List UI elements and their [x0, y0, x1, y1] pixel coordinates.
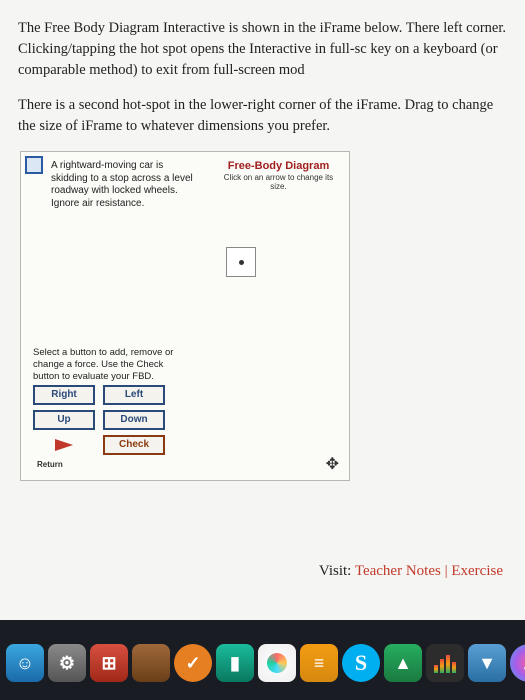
exercise-link[interactable]: Exercise — [451, 563, 503, 579]
fbd-subtitle-text: Click on an arrow to change its size. — [216, 173, 341, 191]
teacher-notes-link[interactable]: Teacher Notes — [355, 563, 441, 579]
app-icon-green[interactable]: ▲ — [384, 644, 422, 682]
visit-label: Visit: — [319, 563, 351, 579]
app-icon-orange[interactable]: ≡ — [300, 644, 338, 682]
return-link[interactable]: Return — [37, 460, 165, 469]
visit-links: Visit: Teacher Notes | Exercise — [319, 563, 503, 580]
itunes-icon[interactable]: ♫ — [510, 644, 525, 682]
keynote-icon[interactable]: ▼ — [468, 644, 506, 682]
interactive-iframe: A rightward-moving car is skidding to a … — [20, 151, 350, 481]
settings-icon[interactable]: ⚙ — [48, 644, 86, 682]
fbd-title-text: Free-Body Diagram — [216, 160, 341, 172]
force-button-grid: Right Left Up Down Check Return — [33, 385, 165, 469]
instruction-text: Select a button to add, remove or change… — [33, 347, 188, 383]
app-icon-red[interactable]: ⊞ — [90, 644, 128, 682]
facetime-icon[interactable]: ▮ — [216, 644, 254, 682]
photos-icon[interactable] — [258, 644, 296, 682]
check-button[interactable]: Check — [103, 435, 165, 455]
problem-statement: A rightward-moving car is skidding to a … — [51, 160, 201, 210]
page-content: The Free Body Diagram Interactive is sho… — [0, 0, 525, 620]
right-button[interactable]: Right — [33, 385, 95, 405]
app-icon-brown[interactable] — [132, 644, 170, 682]
fbd-object-box[interactable] — [226, 247, 256, 277]
macos-dock: ☺ ⚙ ⊞ ✓ ▮ ≡ S ▲ ▼ ♫ — [0, 638, 525, 688]
finder-icon[interactable]: ☺ — [6, 644, 44, 682]
intro-paragraph-2: There is a second hot-spot in the lower-… — [18, 95, 507, 137]
numbers-icon[interactable] — [426, 644, 464, 682]
app-icon-orange-circle[interactable]: ✓ — [174, 644, 212, 682]
resize-hotspot-icon[interactable]: ✥ — [326, 454, 339, 474]
left-button[interactable]: Left — [103, 385, 165, 405]
down-button[interactable]: Down — [103, 410, 165, 430]
fbd-header: Free-Body Diagram Click on an arrow to c… — [216, 160, 341, 191]
fullscreen-hotspot-icon[interactable] — [25, 156, 43, 174]
skype-icon[interactable]: S — [342, 644, 380, 682]
intro-paragraph-1: The Free Body Diagram Interactive is sho… — [18, 18, 507, 81]
up-button[interactable]: Up — [33, 410, 95, 430]
arrow-icon — [33, 435, 95, 455]
